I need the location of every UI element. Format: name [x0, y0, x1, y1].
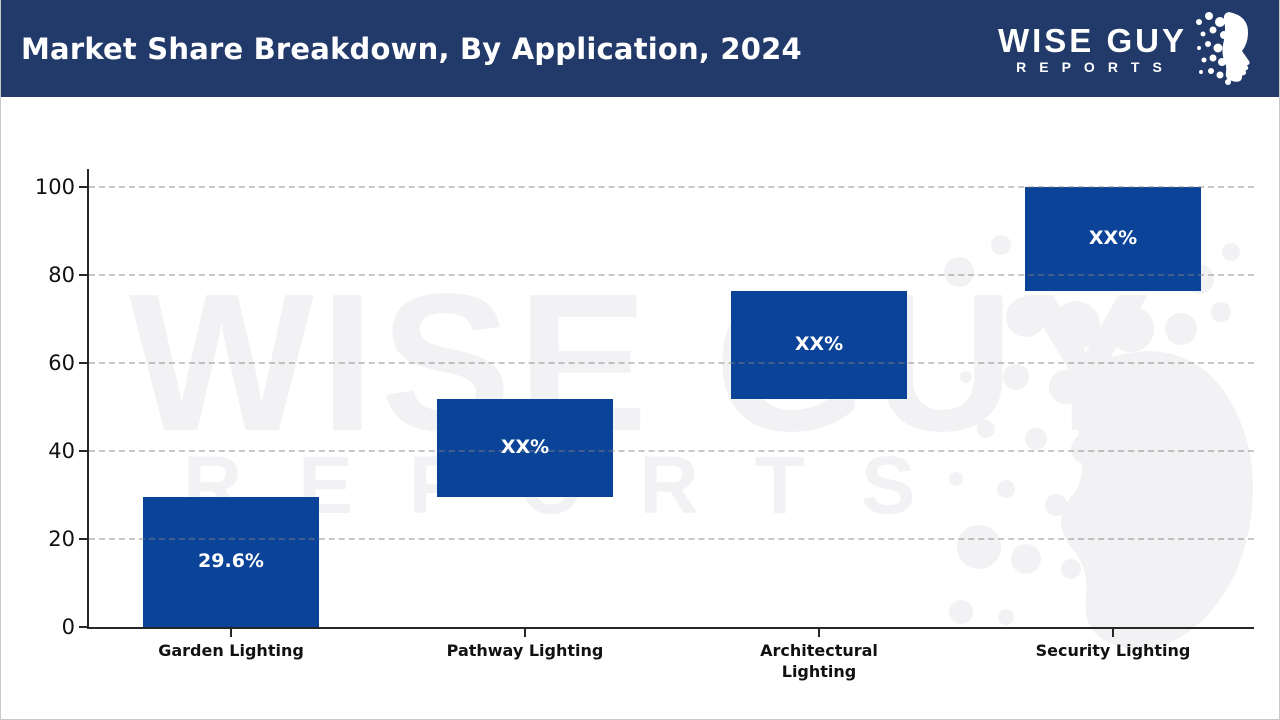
- y-axis: [87, 169, 89, 629]
- x-category-label: Architectural Lighting: [760, 641, 878, 681]
- gridline: [89, 450, 1254, 452]
- y-tick: [79, 450, 87, 452]
- bar: [437, 399, 613, 497]
- y-tick-label: 60: [48, 351, 75, 375]
- header-bar: Market Share Breakdown, By Application, …: [1, 0, 1279, 97]
- watermark-face-icon: [944, 227, 1253, 649]
- bar: [1025, 187, 1201, 291]
- gridline: [89, 538, 1254, 540]
- y-tick-label: 40: [48, 439, 75, 463]
- x-tick: [1112, 629, 1114, 637]
- y-tick: [79, 538, 87, 540]
- logo-text: WISE GUY REPORTS: [998, 24, 1187, 74]
- y-tick: [79, 274, 87, 276]
- logo-face-icon: [1196, 11, 1250, 85]
- bar: [143, 496, 319, 627]
- gridline: [89, 186, 1254, 188]
- page-title: Market Share Breakdown, By Application, …: [21, 31, 802, 66]
- y-tick-label: 0: [61, 615, 75, 639]
- x-category-label: Pathway Lighting: [446, 641, 604, 660]
- bar-value-label: XX%: [500, 435, 550, 458]
- logo-subtext: REPORTS: [1016, 58, 1175, 75]
- bar-value-label: 29.6%: [198, 549, 264, 572]
- gridline: [89, 274, 1254, 276]
- x-tick: [230, 629, 232, 637]
- y-tick: [79, 362, 87, 364]
- wiseguy-logo: WISE GUY REPORTS: [998, 8, 1253, 90]
- bar-value-label: XX%: [794, 332, 844, 355]
- y-tick: [79, 626, 87, 628]
- bar: [731, 290, 907, 400]
- y-tick-label: 20: [48, 527, 75, 551]
- x-axis: [87, 627, 1254, 629]
- x-category-label: Security Lighting: [1035, 641, 1191, 660]
- logo-wordmark: WISE GUY: [997, 21, 1187, 59]
- y-tick-label: 80: [48, 263, 75, 287]
- x-tick: [524, 629, 526, 637]
- gridline: [89, 362, 1254, 364]
- x-category-label: Garden Lighting: [158, 641, 304, 660]
- x-tick: [818, 629, 820, 637]
- bar-value-label: XX%: [1088, 226, 1138, 249]
- y-tick-label: 100: [34, 175, 75, 199]
- y-tick: [79, 186, 87, 188]
